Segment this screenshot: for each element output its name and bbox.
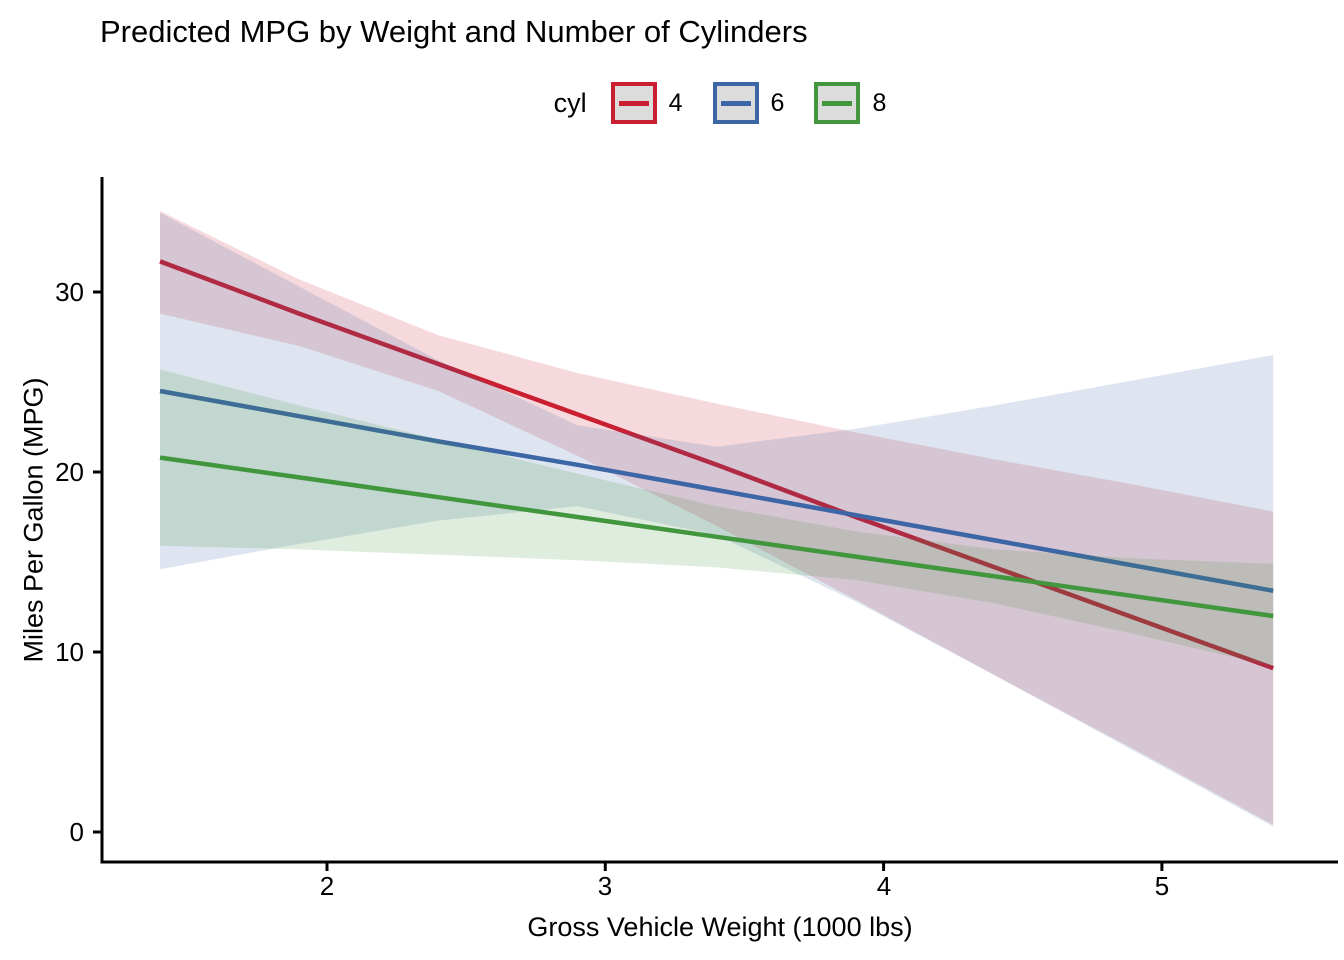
x-tick-label-5: 5 xyxy=(1154,871,1170,901)
y-tick-label-30: 30 xyxy=(55,277,84,307)
x-axis-title: Gross Vehicle Weight (1000 lbs) xyxy=(527,912,913,942)
y-tick-label-0: 0 xyxy=(69,817,84,847)
fit-line-cyl8 xyxy=(159,455,1274,619)
ci-ribbon-cyl6 xyxy=(160,212,1274,827)
y-axis-title: Miles Per Gallon (MPG) xyxy=(18,377,49,663)
legend-key-cyl8-icon xyxy=(814,82,861,124)
legend-entry-cyl4: 4 xyxy=(610,82,683,124)
y-tick-label-20: 20 xyxy=(55,457,84,487)
legend-key-line-icon xyxy=(822,100,853,106)
legend-label-cyl8: 8 xyxy=(872,88,887,117)
legend: cyl 4 6 8 xyxy=(102,82,1338,124)
legend-label-cyl4: 4 xyxy=(668,88,683,117)
legend-entry-cyl6: 6 xyxy=(712,82,785,124)
legend-title: cyl xyxy=(553,87,587,118)
legend-key-cyl4-icon xyxy=(610,82,657,124)
legend-label-cyl6: 6 xyxy=(770,88,785,117)
legend-key-line-icon xyxy=(618,100,649,106)
fit-line-cyl6 xyxy=(159,388,1274,594)
legend-entry-cyl8: 8 xyxy=(814,82,886,124)
legend-key-line-icon xyxy=(720,100,751,106)
x-tick-label-4: 4 xyxy=(876,871,892,901)
x-tick-label-3: 3 xyxy=(597,871,613,901)
ci-ribbon-cyl8 xyxy=(160,369,1274,667)
legend-key-cyl6-icon xyxy=(712,82,759,124)
fit-line-cyl4 xyxy=(159,259,1274,671)
x-tick-label-2: 2 xyxy=(319,871,335,901)
y-tick-label-10: 10 xyxy=(55,637,84,667)
chart-title: Predicted MPG by Weight and Number of Cy… xyxy=(100,14,808,49)
